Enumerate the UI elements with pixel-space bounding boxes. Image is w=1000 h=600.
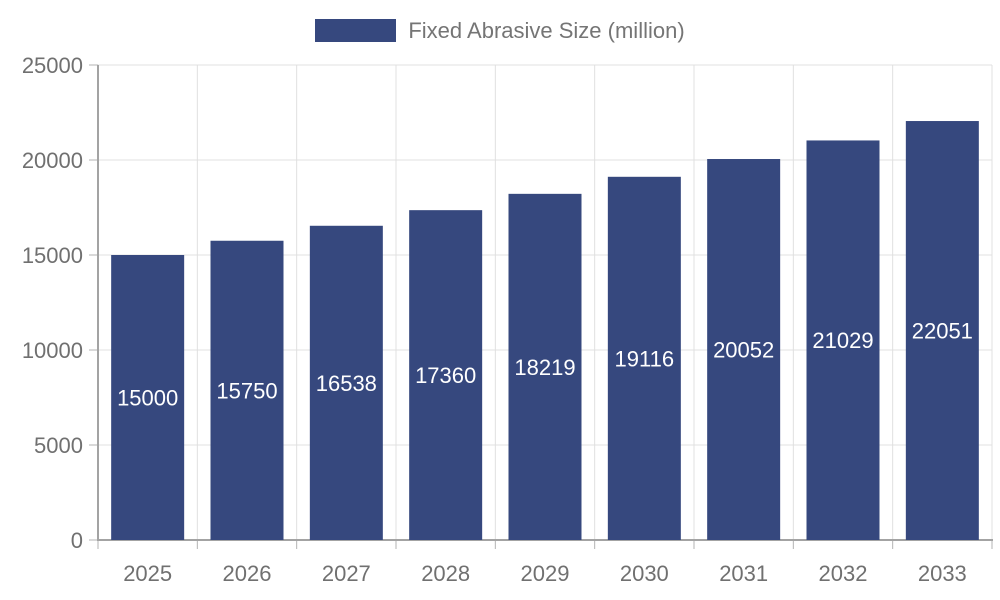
bar-2028[interactable] bbox=[409, 210, 483, 540]
bar-value-label: 16538 bbox=[316, 371, 377, 396]
bar-value-label: 15000 bbox=[117, 386, 178, 411]
bar-2031[interactable] bbox=[707, 159, 781, 540]
bar-value-label: 18219 bbox=[514, 355, 575, 380]
y-tick-label: 0 bbox=[71, 528, 83, 553]
bar-value-label: 21029 bbox=[812, 328, 873, 353]
x-tick-label: 2030 bbox=[620, 561, 669, 586]
bar-2029[interactable] bbox=[508, 193, 582, 541]
bar-2033[interactable] bbox=[905, 121, 979, 540]
x-tick-label: 2033 bbox=[918, 561, 967, 586]
y-tick-label: 5000 bbox=[34, 433, 83, 458]
x-tick-label: 2027 bbox=[322, 561, 371, 586]
bar-value-label: 20052 bbox=[713, 338, 774, 363]
bar-value-label: 22051 bbox=[912, 319, 973, 344]
x-tick-label: 2025 bbox=[123, 561, 172, 586]
bar-2030[interactable] bbox=[607, 176, 681, 540]
bar-2025[interactable] bbox=[111, 255, 185, 540]
y-tick-label: 20000 bbox=[22, 148, 83, 173]
y-tick-label: 15000 bbox=[22, 243, 83, 268]
x-tick-label: 2029 bbox=[521, 561, 570, 586]
y-tick-label: 25000 bbox=[22, 53, 83, 78]
bar-2027[interactable] bbox=[309, 225, 383, 540]
x-tick-label: 2026 bbox=[223, 561, 272, 586]
x-tick-label: 2031 bbox=[719, 561, 768, 586]
y-tick-label: 10000 bbox=[22, 338, 83, 363]
bar-value-label: 17360 bbox=[415, 363, 476, 388]
legend-item[interactable]: Fixed Abrasive Size (million) bbox=[0, 19, 1000, 42]
bar-value-label: 15750 bbox=[216, 378, 277, 403]
bar-2032[interactable] bbox=[806, 140, 880, 540]
legend-swatch bbox=[315, 19, 397, 42]
legend-label: Fixed Abrasive Size (million) bbox=[408, 18, 685, 43]
bar-value-label: 19116 bbox=[615, 346, 675, 371]
bar-2026[interactable] bbox=[210, 240, 284, 540]
x-tick-label: 2032 bbox=[819, 561, 868, 586]
x-tick-label: 2028 bbox=[421, 561, 470, 586]
